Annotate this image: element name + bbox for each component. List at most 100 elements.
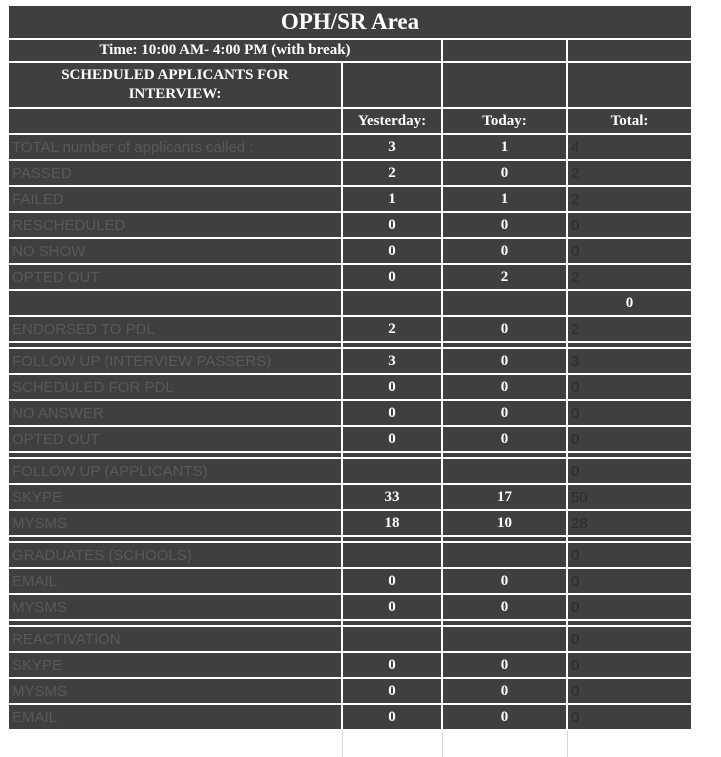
row-label: OPTED OUT <box>9 427 341 451</box>
total-value: 0 <box>568 291 691 315</box>
gap-cell <box>568 537 691 541</box>
today-value: 0 <box>443 595 566 619</box>
total-value: 0 <box>568 459 691 483</box>
today-value <box>443 459 566 483</box>
today-value: 17 <box>443 485 566 509</box>
section-gap-row <box>9 343 691 347</box>
row-label: GRADUATES (SCHOOLS) <box>9 543 341 567</box>
gap-cell <box>9 343 341 347</box>
row-label: REACTIVATION <box>9 627 341 651</box>
table-row: FOLLOW UP (INTERVIEW PASSERS) 3 0 3 <box>9 349 691 373</box>
table-row: FOLLOW UP (APPLICANTS) 0 <box>9 459 691 483</box>
yesterday-value <box>343 543 441 567</box>
empty-cell <box>568 63 691 107</box>
today-value: 0 <box>443 161 566 185</box>
title-row: OPH/SR Area <box>9 6 691 38</box>
table-row: OPTED OUT 0 2 2 <box>9 265 691 289</box>
row-label: TOTAL number of applicants called : <box>9 135 341 159</box>
today-value: 0 <box>443 401 566 425</box>
row-label: PASSED <box>9 161 341 185</box>
row-label: NO ANSWER <box>9 401 341 425</box>
section-gap-row <box>9 621 691 625</box>
row-label: NO SHOW <box>9 239 341 263</box>
today-value: 1 <box>443 187 566 211</box>
yesterday-value: 1 <box>343 187 441 211</box>
gap-cell <box>343 537 441 541</box>
grid-line <box>342 731 343 757</box>
table-row: SKYPE 33 17 50 <box>9 485 691 509</box>
gap-cell <box>568 343 691 347</box>
total-value: 0 <box>568 679 691 703</box>
section-gap-row <box>9 453 691 457</box>
time-cell: Time: 10:00 AM- 4:00 PM (with break) <box>9 40 441 61</box>
yesterday-value: 2 <box>343 317 441 341</box>
report-sheet: OPH/SR Area Time: 10:00 AM- 4:00 PM (wit… <box>7 4 693 731</box>
empty-cell <box>443 40 566 61</box>
row-label: OPTED OUT <box>9 265 341 289</box>
row-label: SCHEDULED FOR PDL <box>9 375 341 399</box>
yesterday-value: 0 <box>343 401 441 425</box>
table-row: EMAIL 0 0 0 <box>9 705 691 729</box>
page-title: OPH/SR Area <box>9 6 691 38</box>
section-gap-row <box>9 537 691 541</box>
col-header-today: Today: <box>443 109 566 133</box>
section-title: SCHEDULED APPLICANTS FOR INTERVIEW: <box>61 67 289 102</box>
total-value: 3 <box>568 349 691 373</box>
today-value <box>443 627 566 651</box>
gap-cell <box>443 537 566 541</box>
gap-cell <box>568 453 691 457</box>
row-label: SKYPE <box>9 485 341 509</box>
total-value: 0 <box>568 627 691 651</box>
table-row: REACTIVATION 0 <box>9 627 691 651</box>
total-value: 2 <box>568 187 691 211</box>
row-label: EMAIL <box>9 705 341 729</box>
yesterday-value <box>343 459 441 483</box>
row-label: FOLLOW UP (APPLICANTS) <box>9 459 341 483</box>
total-value: 2 <box>568 161 691 185</box>
table-row: MYSMS 0 0 0 <box>9 679 691 703</box>
today-value: 0 <box>443 653 566 677</box>
report-table: OPH/SR Area Time: 10:00 AM- 4:00 PM (wit… <box>7 4 693 731</box>
yesterday-value: 0 <box>343 265 441 289</box>
table-row: OPTED OUT 0 0 0 <box>9 427 691 451</box>
table-row: FAILED 1 1 2 <box>9 187 691 211</box>
today-value: 0 <box>443 427 566 451</box>
section-title-cell: SCHEDULED APPLICANTS FOR INTERVIEW: <box>9 63 341 107</box>
yesterday-value <box>343 291 441 315</box>
row-label: RESCHEDULED <box>9 213 341 237</box>
table-row: ENDORSED TO PDL 2 0 2 <box>9 317 691 341</box>
gap-cell <box>568 621 691 625</box>
today-value: 0 <box>443 239 566 263</box>
yesterday-value: 0 <box>343 679 441 703</box>
yesterday-value: 3 <box>343 135 441 159</box>
today-value: 0 <box>443 317 566 341</box>
yesterday-value: 0 <box>343 375 441 399</box>
time-row: Time: 10:00 AM- 4:00 PM (with break) <box>9 40 691 61</box>
table-row: EMAIL 0 0 0 <box>9 569 691 593</box>
gap-cell <box>9 621 341 625</box>
total-value: 0 <box>568 705 691 729</box>
col-header-total: Total: <box>568 109 691 133</box>
gap-cell <box>9 537 341 541</box>
table-row: SCHEDULED FOR PDL 0 0 0 <box>9 375 691 399</box>
row-label: EMAIL <box>9 569 341 593</box>
total-value: 0 <box>568 213 691 237</box>
empty-cell <box>568 40 691 61</box>
table-row: MYSMS 0 0 0 <box>9 595 691 619</box>
table-row: MYSMS 18 10 28 <box>9 511 691 535</box>
today-value: 0 <box>443 569 566 593</box>
row-label: SKYPE <box>9 653 341 677</box>
total-value: 0 <box>568 569 691 593</box>
yesterday-value: 18 <box>343 511 441 535</box>
yesterday-value: 0 <box>343 569 441 593</box>
table-row: RESCHEDULED 0 0 0 <box>9 213 691 237</box>
today-value: 0 <box>443 679 566 703</box>
today-value <box>443 291 566 315</box>
row-label: FAILED <box>9 187 341 211</box>
today-value: 2 <box>443 265 566 289</box>
total-value: 0 <box>568 653 691 677</box>
table-row: NO ANSWER 0 0 0 <box>9 401 691 425</box>
row-label: MYSMS <box>9 679 341 703</box>
yesterday-value: 0 <box>343 427 441 451</box>
table-row: SKYPE 0 0 0 <box>9 653 691 677</box>
